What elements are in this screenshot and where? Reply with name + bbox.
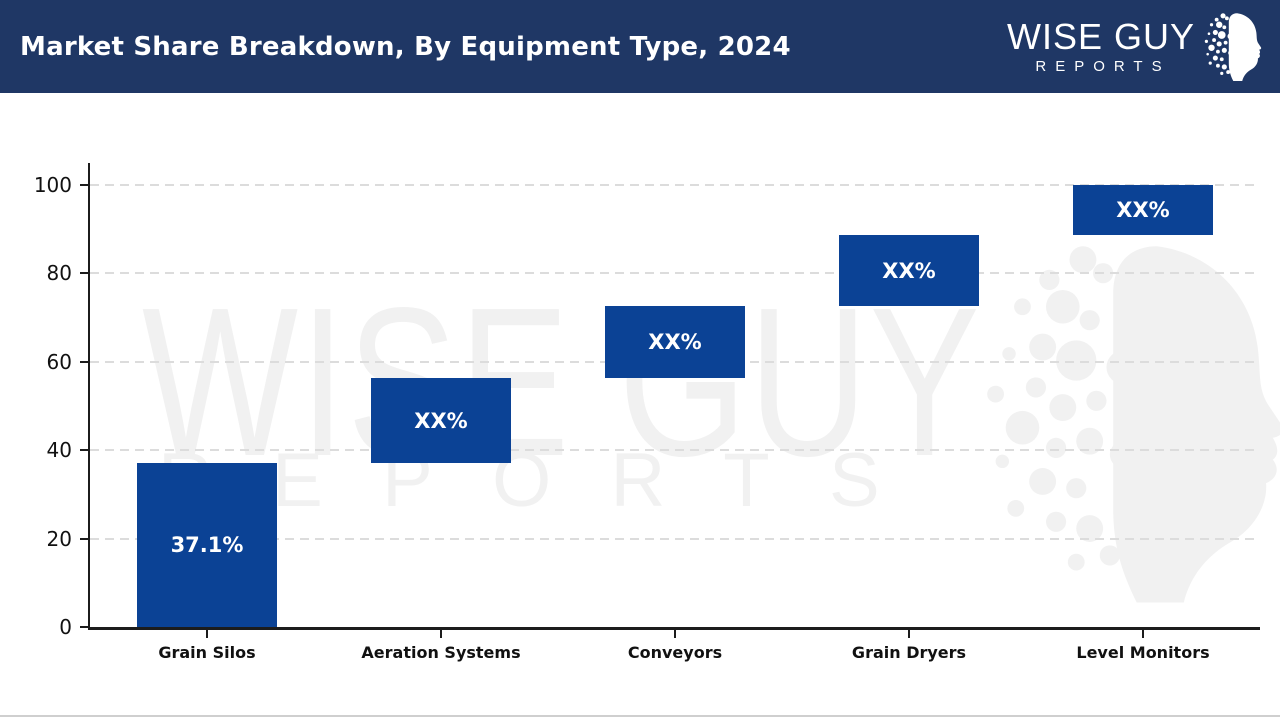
logo-subtitle: REPORTS bbox=[1035, 58, 1171, 75]
x-axis-category-label: Conveyors bbox=[627, 643, 723, 662]
y-axis-tick bbox=[80, 184, 88, 187]
y-axis-tick-label: 40 bbox=[46, 438, 72, 463]
x-axis-tick bbox=[674, 630, 676, 638]
x-axis-tick bbox=[1142, 630, 1144, 638]
x-axis-category-label: Grain Dryers bbox=[851, 643, 967, 662]
y-axis-tick bbox=[80, 449, 88, 452]
y-axis-tick-label: 80 bbox=[46, 261, 72, 286]
bar-value-label: XX% bbox=[648, 329, 702, 354]
bar: XX% bbox=[1073, 185, 1213, 236]
logo-wordmark: WISE GUY bbox=[1006, 16, 1195, 57]
y-axis-tick-label: 100 bbox=[33, 173, 72, 198]
bar: XX% bbox=[371, 378, 511, 464]
gridline bbox=[90, 272, 1257, 275]
x-axis-category-label: Level Monitors bbox=[1076, 643, 1210, 662]
logo-text: WISE GUY REPORTS bbox=[1006, 16, 1195, 75]
y-axis-tick-label: 60 bbox=[46, 349, 72, 374]
x-axis-category-label: Grain Silos bbox=[158, 643, 256, 662]
y-axis-tick-label: 0 bbox=[59, 615, 72, 639]
head-logo-icon bbox=[1204, 13, 1262, 82]
bar-value-label: 37.1% bbox=[170, 533, 244, 558]
bar: XX% bbox=[839, 235, 979, 306]
y-axis-tick bbox=[80, 537, 88, 540]
gridline bbox=[90, 184, 1257, 187]
footer-divider bbox=[0, 715, 1280, 717]
bar-value-label: XX% bbox=[1116, 198, 1170, 223]
x-axis-tick bbox=[440, 630, 442, 638]
chart-title: Market Share Breakdown, By Equipment Typ… bbox=[20, 31, 791, 62]
x-axis-tick bbox=[908, 630, 910, 638]
wise-guy-logo: WISE GUY REPORTS bbox=[1007, 8, 1264, 85]
gridline bbox=[90, 537, 1257, 540]
bar: 37.1% bbox=[137, 463, 277, 627]
header-bar: Market Share Breakdown, By Equipment Typ… bbox=[0, 0, 1280, 93]
gridline bbox=[90, 449, 1257, 452]
bar: XX% bbox=[605, 305, 745, 379]
y-axis-tick-label: 20 bbox=[46, 526, 72, 551]
y-axis-tick bbox=[80, 272, 88, 275]
bar-value-label: XX% bbox=[882, 258, 936, 283]
bar-value-label: XX% bbox=[414, 408, 468, 433]
chart-area: WISE GUY REPORTS 0 20 40 60 80 100 37.1% Grain … bbox=[0, 93, 1280, 716]
y-axis-tick bbox=[80, 360, 88, 363]
plot-area: 0 20 40 60 80 100 37.1% Grain Silos XX% Aeration … bbox=[34, 163, 1260, 662]
y-axis-tick bbox=[80, 626, 88, 628]
x-axis-tick bbox=[206, 630, 208, 638]
x-axis-category-label: Aeration Systems bbox=[361, 643, 521, 662]
